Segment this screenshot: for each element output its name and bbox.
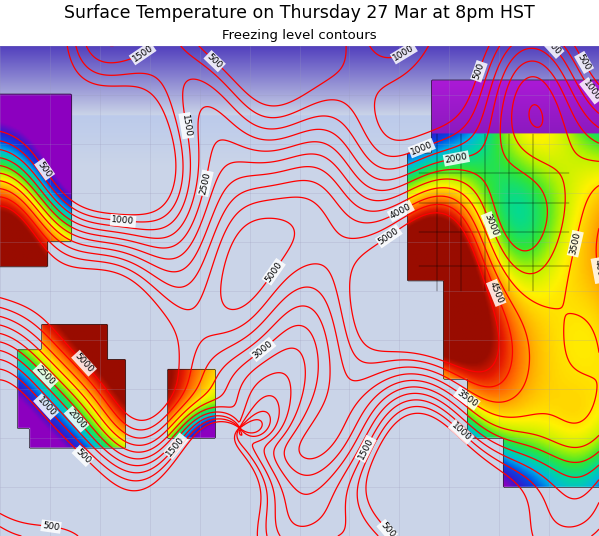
Text: 4000: 4000 [592,258,599,282]
Text: Freezing level contours: Freezing level contours [222,29,377,42]
Text: 500: 500 [36,160,53,179]
Text: 1000: 1000 [392,43,416,63]
Text: 4000: 4000 [389,202,413,220]
Text: 1500: 1500 [180,114,192,138]
Text: 2500: 2500 [198,171,212,196]
Text: Surface Temperature on Thursday 27 Mar at 8pm HST: Surface Temperature on Thursday 27 Mar a… [64,4,535,22]
Text: 2500: 2500 [34,364,57,387]
Text: 500: 500 [205,52,224,70]
Text: 1000: 1000 [450,421,473,443]
Text: 500: 500 [379,520,397,536]
Text: 3000: 3000 [251,339,274,360]
Text: 500: 500 [74,446,92,465]
Text: 2000: 2000 [66,407,87,431]
Text: 500: 500 [42,521,60,532]
Text: 1500: 1500 [540,34,562,57]
Text: 5000: 5000 [73,352,95,375]
Text: 1500: 1500 [131,43,155,63]
Text: 3000: 3000 [482,213,500,237]
Text: 2000: 2000 [444,152,468,165]
Text: 3500: 3500 [455,388,479,409]
Text: 1500: 1500 [165,434,187,458]
Text: 1000: 1000 [35,395,57,418]
Text: 4500: 4500 [488,281,505,305]
Text: 1000: 1000 [111,215,135,226]
Text: 500: 500 [576,53,592,72]
Text: 3500: 3500 [568,232,582,256]
Text: 1000: 1000 [581,79,599,103]
Text: 5000: 5000 [264,260,284,284]
Text: 1500: 1500 [356,437,375,461]
Text: 1000: 1000 [409,140,434,157]
Text: 500: 500 [472,62,486,81]
Text: 5000: 5000 [377,226,401,247]
